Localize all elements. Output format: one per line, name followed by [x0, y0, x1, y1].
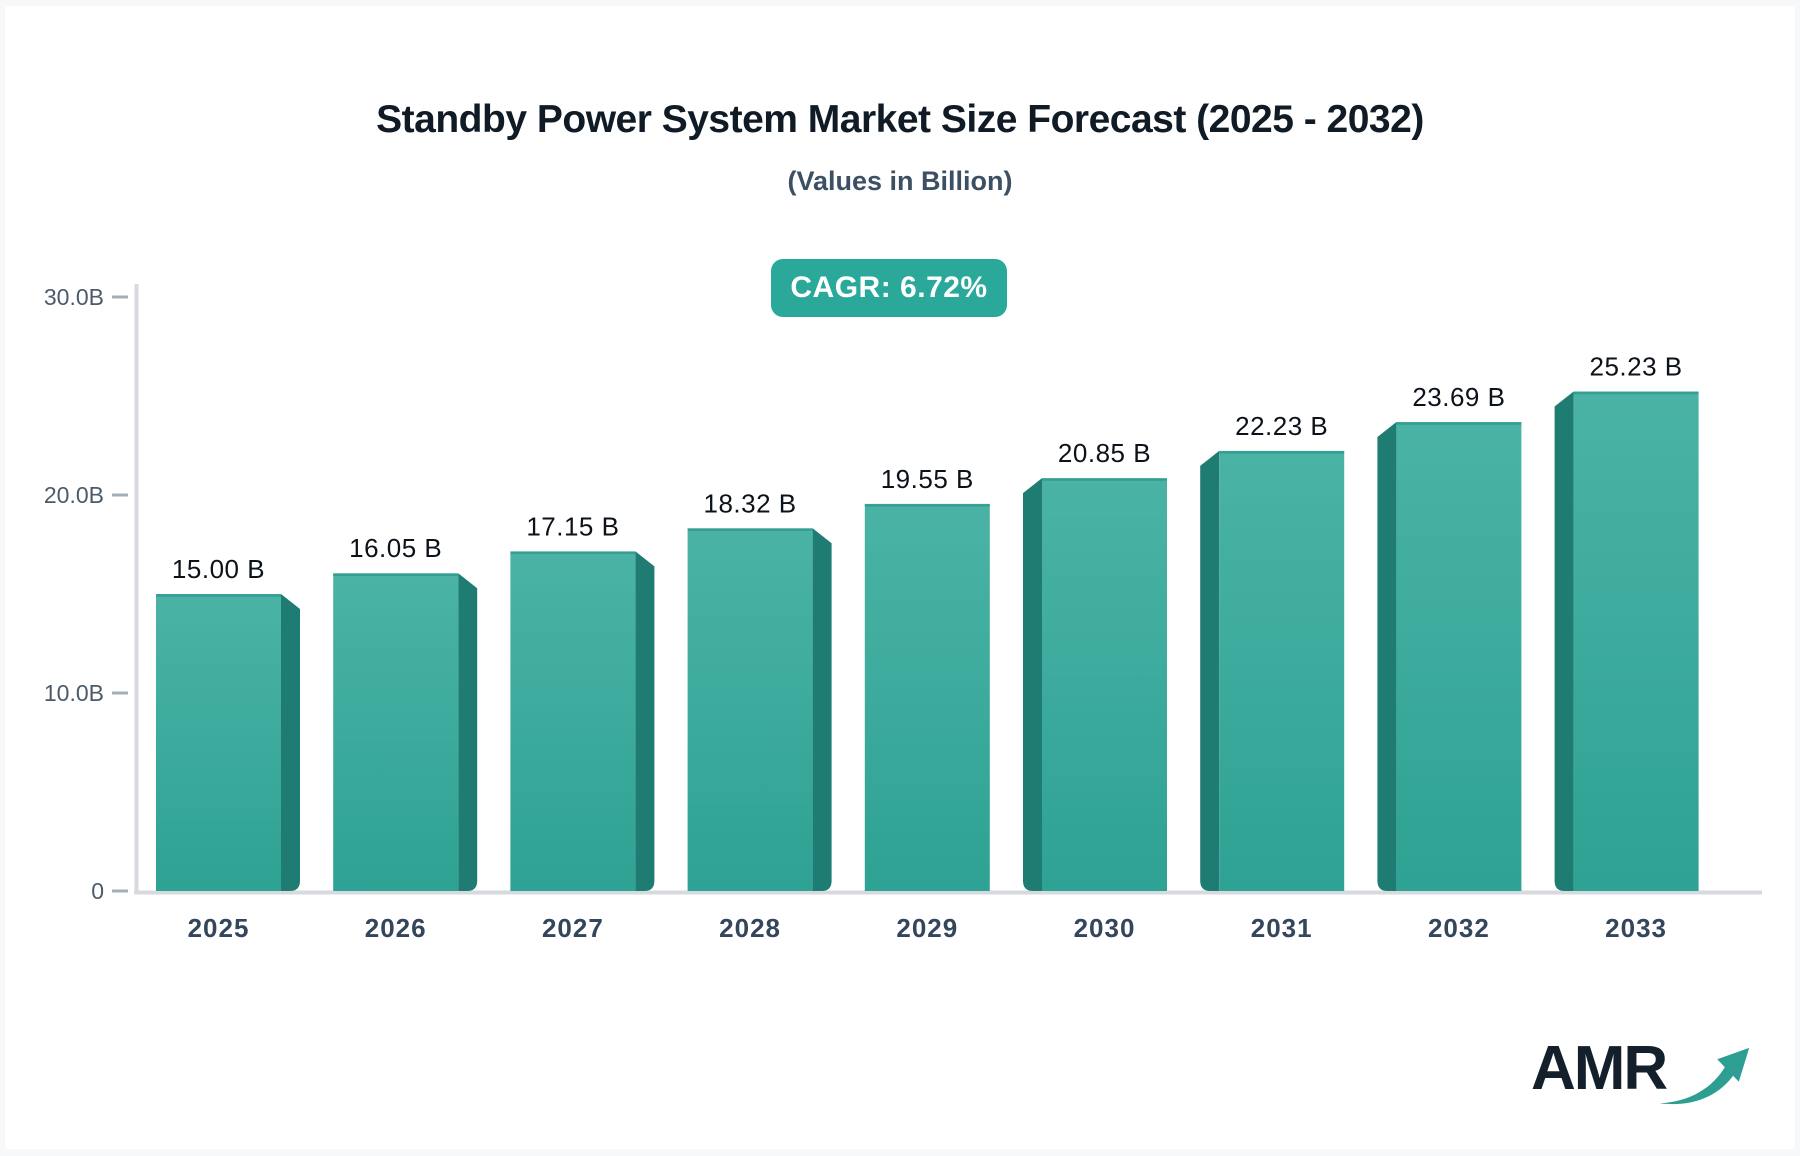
y-tick-label: 10.0B: [44, 680, 104, 706]
bar-2026: [333, 573, 459, 891]
growth-arrow-icon: [1660, 1047, 1750, 1105]
x-tick-label: 2025: [188, 913, 250, 943]
bar-side-face: [1200, 450, 1220, 891]
y-tick-label: 20.0B: [44, 482, 104, 508]
y-tick-label: 30.0B: [44, 284, 104, 310]
bar-chart: 30.0B 20.0B 10.0B 0 15.00 B 2025 16.05 B 2026 17…: [44, 284, 1762, 943]
bar-2029: [864, 503, 990, 891]
bar-side-face: [281, 594, 300, 891]
bar-value-label: 25.23 B: [1590, 351, 1683, 381]
bar-2025: [156, 594, 281, 891]
bar-side-face: [458, 573, 478, 891]
x-tick-label: 2033: [1605, 913, 1667, 943]
x-tick-label: 2026: [365, 913, 427, 943]
x-tick-label: 2030: [1074, 913, 1136, 943]
chart-subtitle: (Values in Billion): [787, 166, 1013, 196]
chart-title: Standby Power System Market Size Forecas…: [376, 98, 1424, 141]
x-tick-label: 2028: [719, 913, 781, 943]
bar-2031: [1219, 450, 1345, 891]
x-tick-label: 2031: [1251, 913, 1313, 943]
x-tick-label: 2027: [542, 913, 604, 943]
bar-2030: [1042, 478, 1167, 891]
y-tick-label: 0: [91, 878, 104, 904]
bar-value-label: 20.85 B: [1058, 438, 1151, 468]
bar-value-label: 15.00 B: [172, 554, 265, 584]
bar-value-label: 18.32 B: [704, 488, 797, 518]
bar-side-face: [635, 551, 655, 891]
bar-value-label: 17.15 B: [526, 511, 619, 541]
bar-2033: [1573, 391, 1699, 891]
bar-value-label: 23.69 B: [1412, 382, 1505, 412]
bar-side-face: [1554, 391, 1574, 891]
x-tick-label: 2032: [1428, 913, 1490, 943]
bar-value-label: 16.05 B: [349, 533, 442, 563]
bar-2028: [687, 528, 813, 891]
bar-side-face: [1377, 421, 1397, 891]
bar-value-label: 22.23 B: [1235, 411, 1328, 441]
x-tick-label: 2029: [896, 913, 958, 943]
chart-card: 30.0B 20.0B 10.0B 0 15.00 B 2025 16.05 B 2026 17…: [5, 6, 1795, 1149]
bar-value-label: 19.55 B: [881, 464, 974, 494]
bar-side-face: [812, 528, 832, 891]
bar-side-face: [1023, 478, 1042, 891]
amr-logo-text: AMR: [1531, 1034, 1668, 1103]
cagr-badge: CAGR: 6.72%: [771, 259, 1007, 317]
bar-2032: [1396, 421, 1522, 891]
bar-2027: [510, 551, 636, 891]
amr-logo: AMR: [1531, 1038, 1752, 1118]
